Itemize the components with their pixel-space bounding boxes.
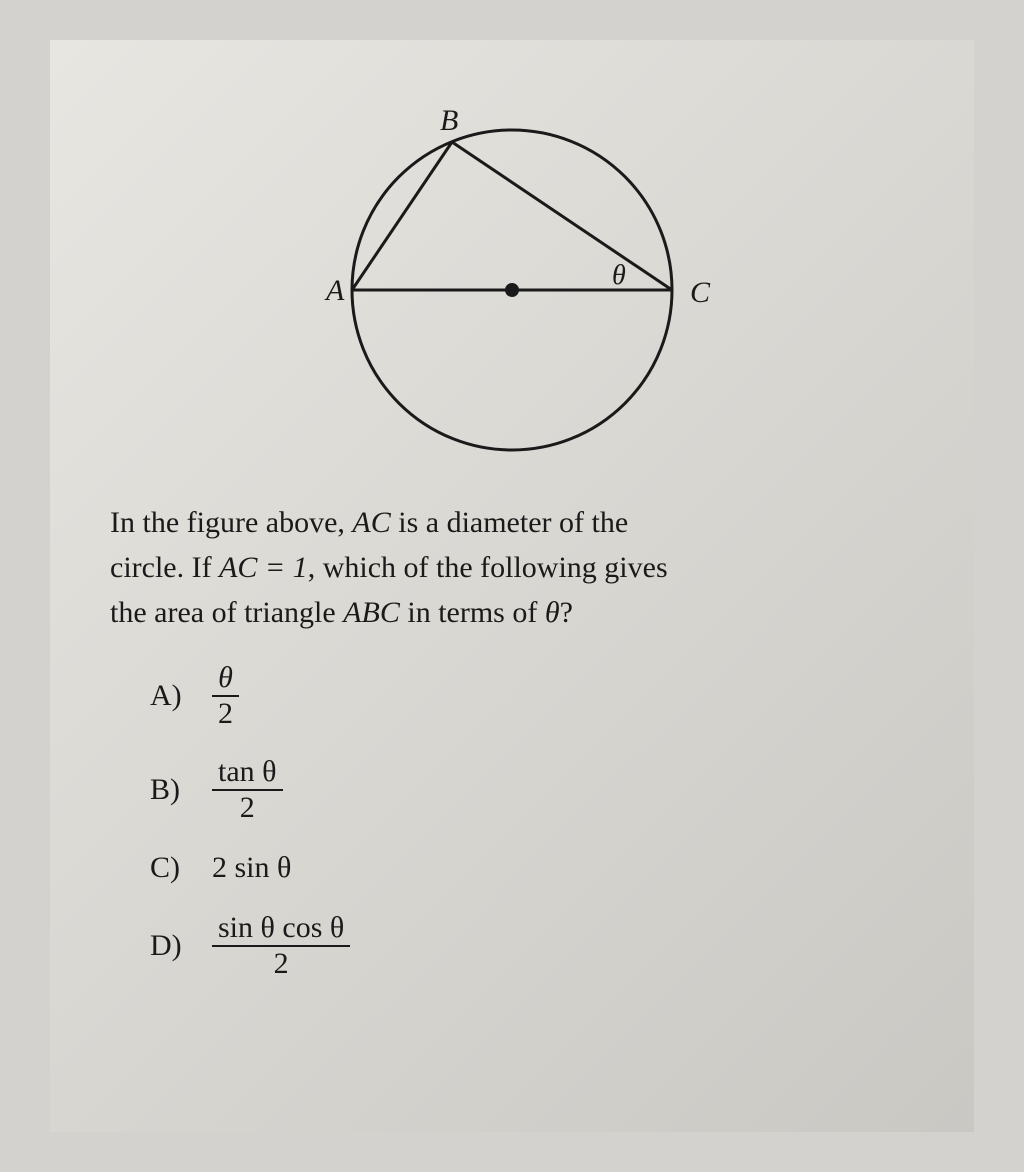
question-text: In the figure above, AC is a diameter of… xyxy=(90,500,934,635)
answer-B-num: tan θ xyxy=(212,757,283,791)
answer-C-label: C) xyxy=(150,851,198,885)
answer-C: C) 2 sin θ xyxy=(150,851,934,885)
answer-B-den: 2 xyxy=(234,791,261,823)
label-A: A xyxy=(324,274,345,307)
label-theta: θ xyxy=(612,260,626,291)
q-line3-var: ABC xyxy=(343,596,400,629)
answers-list: A) θ 2 B) tan θ 2 C) 2 sin θ D) sin θ co… xyxy=(90,663,934,979)
q-line3-suffix: in terms of xyxy=(400,596,545,629)
answer-D-label: D) xyxy=(150,929,198,963)
q-line3-end: ? xyxy=(560,596,573,629)
answer-D-den: 2 xyxy=(268,947,295,979)
q-line1-suffix: is a diameter of the xyxy=(391,506,628,539)
answer-A-num: θ xyxy=(212,663,239,697)
answer-B: B) tan θ 2 xyxy=(150,757,934,823)
answer-A-den: 2 xyxy=(212,697,239,729)
answer-B-fraction: tan θ 2 xyxy=(212,757,283,823)
q-line1-prefix: In the figure above, xyxy=(110,506,352,539)
answer-D-num: sin θ cos θ xyxy=(212,913,350,947)
figure-container: A B C θ xyxy=(90,70,934,470)
label-B: B xyxy=(440,104,458,137)
answer-A: A) θ 2 xyxy=(150,663,934,729)
answer-D: D) sin θ cos θ 2 xyxy=(150,913,934,979)
label-C: C xyxy=(690,276,711,309)
center-dot xyxy=(505,283,519,297)
line-BC xyxy=(452,142,672,290)
circle-diagram: A B C θ xyxy=(292,70,732,470)
page-container: A B C θ In the figure above, AC is a dia… xyxy=(50,40,974,1132)
q-line1-var: AC xyxy=(352,506,390,539)
q-line2-suffix: , which of the following gives xyxy=(308,551,668,584)
q-line3-prefix: the area of triangle xyxy=(110,596,343,629)
line-AB xyxy=(352,142,452,290)
answer-B-label: B) xyxy=(150,773,198,807)
answer-A-fraction: θ 2 xyxy=(212,663,239,729)
q-line2-prefix: circle. If xyxy=(110,551,219,584)
answer-C-expr: 2 sin θ xyxy=(212,851,291,885)
q-line2-eq: AC = 1 xyxy=(219,551,308,584)
answer-A-label: A) xyxy=(150,679,198,713)
answer-D-fraction: sin θ cos θ 2 xyxy=(212,913,350,979)
q-line3-theta: θ xyxy=(545,596,560,629)
